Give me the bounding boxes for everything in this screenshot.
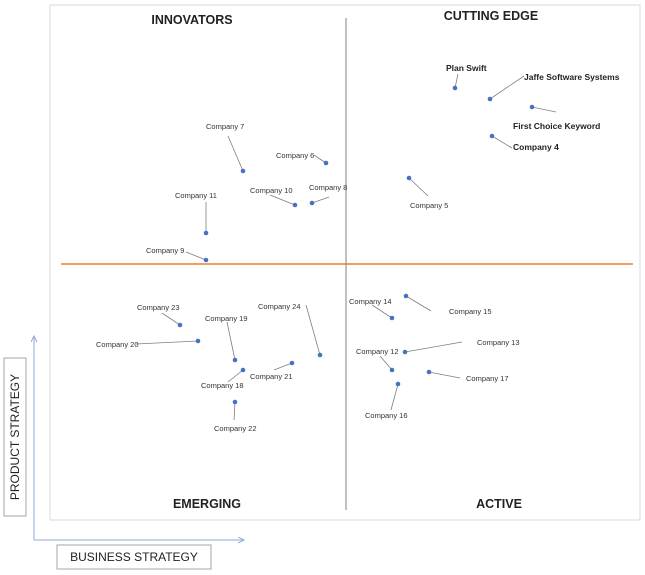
point-company-9 [203,257,209,263]
point-company-21 [289,360,295,366]
point-company-6 [323,160,329,166]
point-label-company-14: Company 14 [349,297,392,306]
point-company-12 [389,367,395,373]
point-company-15 [403,293,409,299]
leader-line-plan-swift [454,73,459,89]
y-axis-title-box [3,357,27,517]
leader-line-company-6 [313,154,327,164]
point-label-company-24: Company 24 [258,302,301,311]
point-company-8 [309,200,315,206]
leader-line-company-14 [371,304,393,319]
point-label-company-18: Company 18 [201,381,244,390]
x-axis-title-box [56,544,212,570]
point-company-18 [240,367,246,373]
point-label-company-16: Company 16 [365,411,408,420]
point-company-20 [195,338,201,344]
leader-line-company-12 [379,355,393,371]
point-company-23 [177,322,183,328]
leader-line-company-13 [404,341,463,353]
point-label-first-choice-keyword: First Choice Keyword [513,121,600,131]
point-label-company-7: Company 7 [206,122,244,131]
data-points [177,85,535,405]
leader-line-company-18 [227,369,244,383]
leader-line-jaffe-software-systems [489,75,525,100]
point-company-5 [406,175,412,181]
point-label-company-21: Company 21 [250,372,293,381]
point-label-company-19: Company 19 [205,314,248,323]
point-company-16 [395,381,401,387]
point-label-company-12: Company 12 [356,347,399,356]
point-company-14 [389,315,395,321]
point-company-4 [489,133,495,139]
leader-line-company-24 [305,304,321,356]
point-company-11 [203,230,209,236]
point-company-19 [232,357,238,363]
point-label-company-11: Company 11 [175,191,217,200]
leader-line-company-4 [491,135,513,149]
leader-line-company-23 [161,312,181,326]
quadrant-label-bottom-left: EMERGING [173,497,241,511]
point-company-13 [402,349,408,355]
point-company-24 [317,352,323,358]
leader-lines [135,73,557,421]
point-label-company-5: Company 5 [410,201,448,210]
point-company-7 [240,168,246,174]
point-label-company-20: Company 20 [96,340,139,349]
point-label-company-8: Company 8 [309,183,347,192]
point-label-jaffe-software-systems: Jaffe Software Systems [524,72,620,82]
point-label-company-15: Company 15 [449,307,492,316]
leader-line-company-17 [428,371,461,379]
plot-frame [49,4,641,521]
leader-line-company-9 [185,251,207,261]
point-label-company-10: Company 10 [250,186,293,195]
point-company-22 [232,399,238,405]
leader-line-company-5 [408,177,429,197]
point-first-choice-keyword [529,104,535,110]
point-labels: Plan Swift Jaffe Software Systems First Ch… [96,63,620,433]
y-axis-title: PRODUCT STRATEGY [8,374,22,500]
point-jaffe-software-systems [487,96,493,102]
leader-line-company-15 [405,295,432,312]
leader-line-company-16 [390,383,399,411]
quadrant-label-bottom-right: ACTIVE [476,497,522,511]
quadrant-label-top-left: INNOVATORS [151,13,232,27]
x-axis-title: BUSINESS STRATEGY [70,550,198,564]
quadrant-label-top-right: CUTTING EDGE [444,9,538,23]
leader-line-company-20 [135,340,199,345]
leader-line-company-21 [273,362,293,371]
point-company-17 [426,369,432,375]
leader-line-company-7 [227,135,244,172]
leader-line-company-8 [311,196,330,204]
leader-line-first-choice-keyword [531,106,557,113]
point-label-plan-swift: Plan Swift [446,63,487,73]
leader-line-company-10 [269,194,296,206]
point-company-10 [292,202,298,208]
point-label-company-9: Company 9 [146,246,184,255]
point-label-company-4: Company 4 [513,142,559,152]
point-label-company-6: Company 6 [276,151,314,160]
point-label-company-13: Company 13 [477,338,520,347]
point-label-company-22: Company 22 [214,424,257,433]
leader-line-company-22 [233,401,236,421]
point-label-company-17: Company 17 [466,374,509,383]
point-label-company-23: Company 23 [137,303,180,312]
leader-line-company-19 [226,321,236,361]
point-plan-swift [452,85,458,91]
